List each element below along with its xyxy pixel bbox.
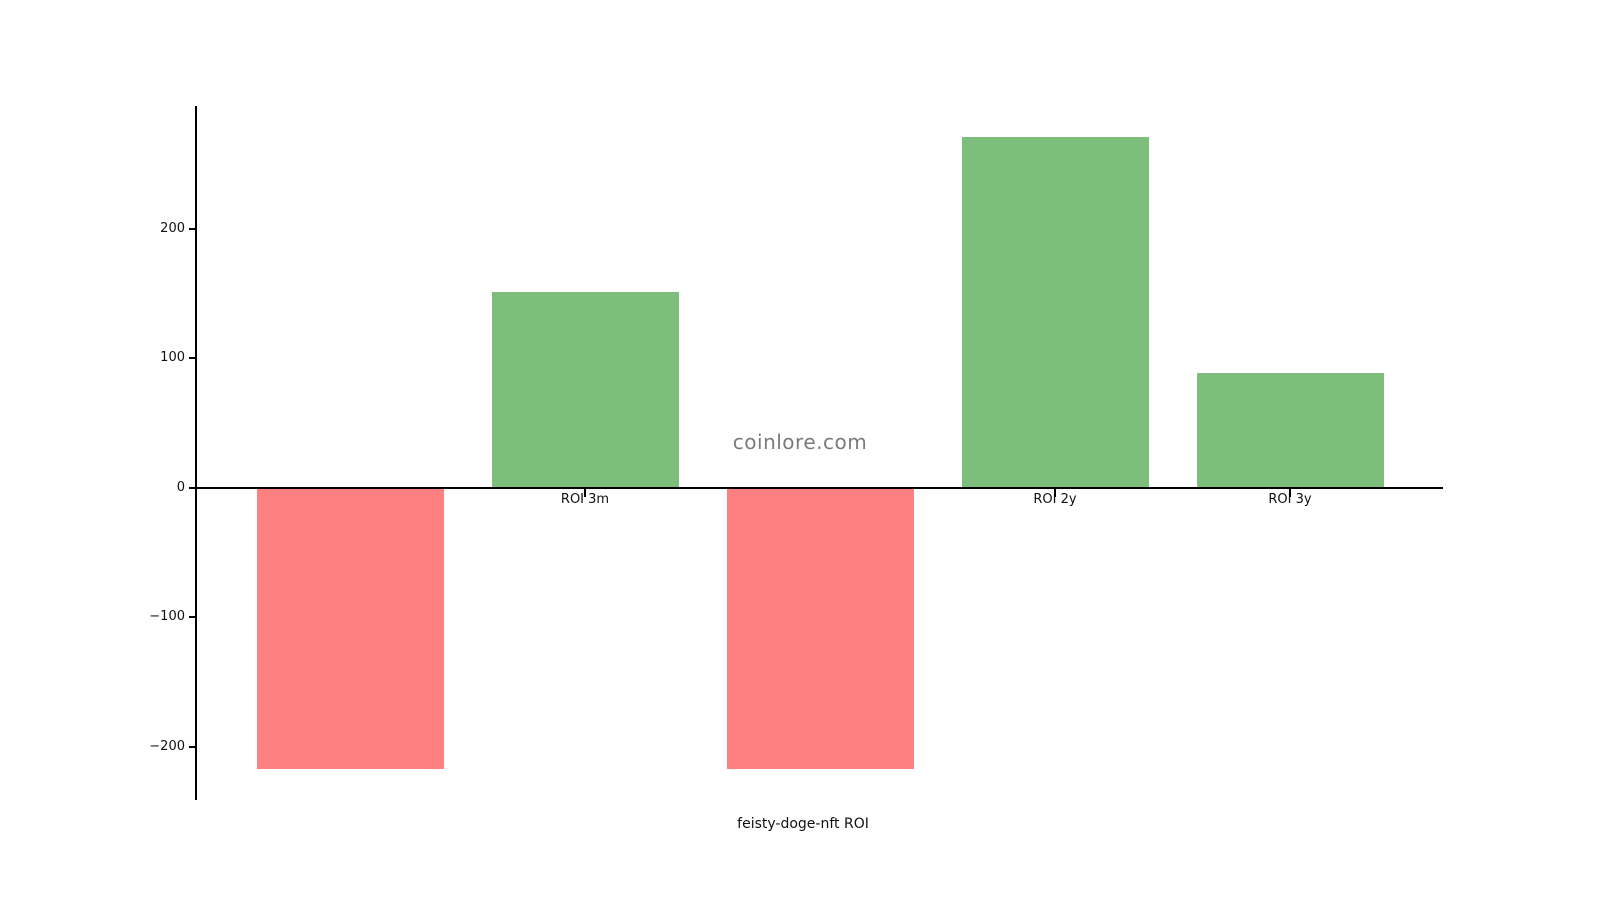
y-tick-mark <box>189 486 196 489</box>
bar-roi-3y <box>1196 372 1384 488</box>
y-tick-label: 0 <box>176 479 185 495</box>
x-tick-label-roi-3y: ROI 3y <box>1268 492 1312 507</box>
chart-title: feisty-doge-nft ROI <box>737 816 869 832</box>
y-tick-label: 200 <box>160 221 185 236</box>
bar-column-1 <box>256 487 444 769</box>
watermark: coinlore.com <box>732 430 868 454</box>
x-tick-mark <box>1289 488 1291 497</box>
y-tick-mark <box>189 745 196 748</box>
x-axis-spine <box>196 487 1443 489</box>
y-tick-mark <box>189 616 196 619</box>
y-tick-label: −200 <box>149 738 185 754</box>
x-tick-label-roi-3m: ROI 3m <box>560 492 610 507</box>
bar-roi-3m <box>491 292 679 488</box>
bar-roi-2y <box>961 137 1149 488</box>
y-axis-spine <box>195 106 197 800</box>
x-tick-mark <box>1054 488 1056 497</box>
y-tick-mark <box>189 357 196 360</box>
y-tick-mark <box>189 228 196 230</box>
y-tick-label: −100 <box>149 609 185 625</box>
x-tick-mark <box>584 488 586 497</box>
y-tick-label: 100 <box>160 350 185 366</box>
x-tick-label-roi-2y: ROI 2y <box>1033 492 1077 507</box>
bar-column-3 <box>726 487 914 769</box>
